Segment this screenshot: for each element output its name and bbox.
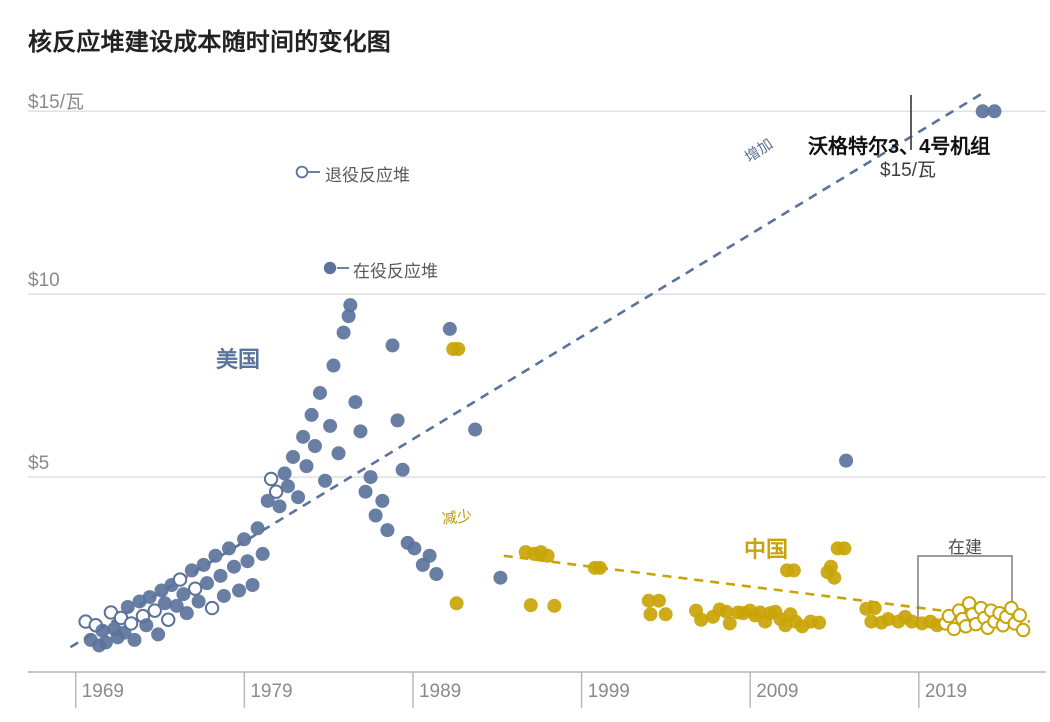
under-construction-bracket bbox=[917, 555, 1013, 628]
page-title: 核反应堆建设成本随时间的变化图 bbox=[28, 29, 391, 56]
callout-value-vogtle: $15/瓦 bbox=[880, 160, 936, 181]
x-axis-label-1979: 1979 bbox=[250, 681, 293, 702]
y-axis-label-5: $5 bbox=[28, 453, 50, 475]
x-axis-label-2019: 2019 bbox=[924, 681, 968, 702]
x-axis-label-1989: 1989 bbox=[418, 681, 462, 702]
trend-label-decrease: 减少 bbox=[441, 507, 473, 528]
callout-title-vogtle: 沃格特尔3、4号机组 bbox=[808, 136, 991, 158]
series-label-us: 美国 bbox=[216, 347, 261, 372]
series-points-us bbox=[78, 104, 1002, 653]
series-label-cn: 中国 bbox=[744, 537, 789, 562]
x-axis-label-2009: 2009 bbox=[756, 681, 799, 702]
series-points-cn bbox=[446, 342, 1031, 638]
x-axis-label-1969: 1969 bbox=[81, 681, 124, 702]
legend-label-operating: 在役反应堆 bbox=[353, 262, 438, 281]
y-axis-label-10: $10 bbox=[28, 270, 60, 292]
legend-label-retired: 退役反应堆 bbox=[325, 166, 410, 185]
x-axis-label-1999: 1999 bbox=[587, 681, 630, 702]
bracket-label-under-construction: 在建 bbox=[948, 538, 982, 557]
legend-markers bbox=[295, 165, 349, 275]
y-axis-label-15: $15/瓦 bbox=[28, 92, 84, 114]
